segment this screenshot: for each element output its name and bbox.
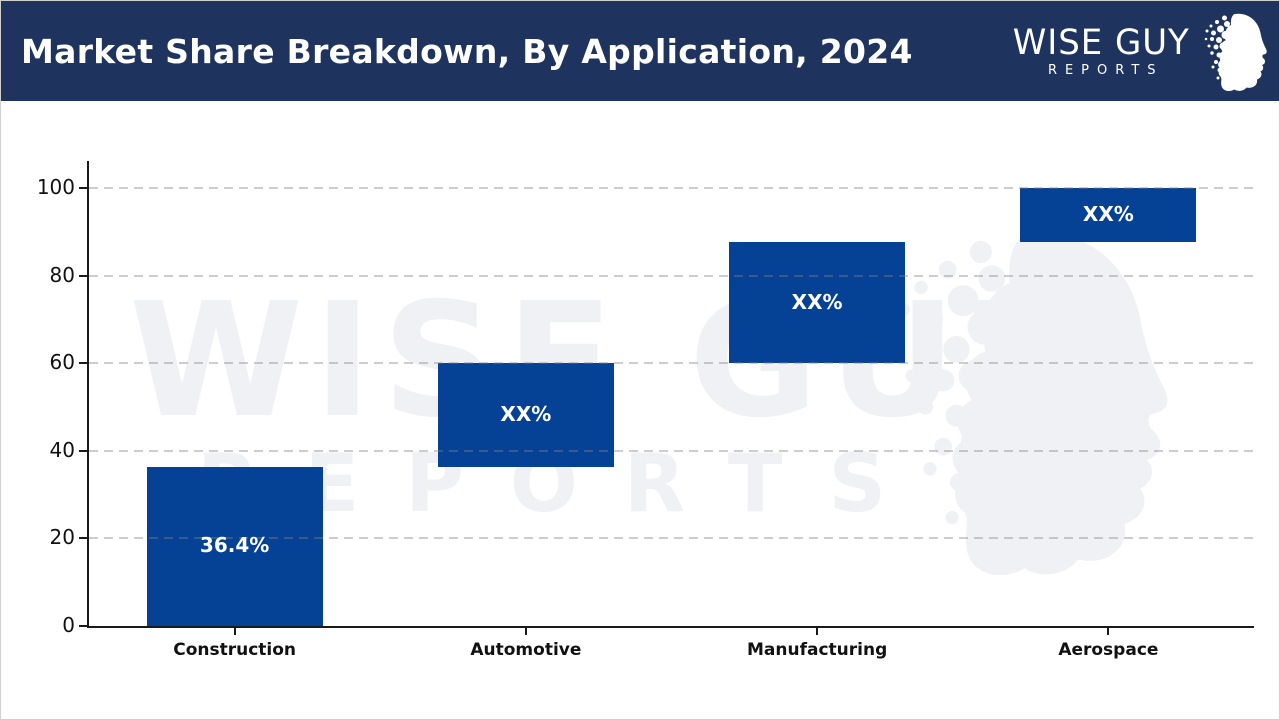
page-title: Market Share Breakdown, By Application, … (21, 31, 913, 71)
x-tick (524, 628, 527, 635)
y-axis (87, 161, 89, 628)
y-tick (79, 625, 87, 627)
y-tick-label: 100 (36, 175, 75, 199)
x-axis-label-aerospace: Aerospace (1058, 640, 1159, 660)
x-axis (87, 626, 1254, 628)
wise-guy-head-icon (1204, 13, 1267, 92)
y-tick-label: 20 (49, 525, 75, 550)
x-tick (1107, 628, 1110, 635)
bar-manufacturing (729, 241, 906, 364)
x-tick (233, 628, 236, 635)
y-tick (79, 187, 87, 189)
gridline (89, 187, 1254, 189)
bar-value-label: XX% (1082, 201, 1134, 226)
bar-construction (146, 466, 323, 626)
x-axis-label-automotive: Automotive (470, 640, 582, 660)
bar-value-label: 36.4% (199, 533, 270, 558)
y-tick-label: 80 (49, 262, 75, 287)
y-tick-label: 0 (62, 613, 75, 637)
bar-value-label: XX% (500, 401, 552, 426)
bar-aerospace (1020, 188, 1197, 242)
x-axis-label-construction: Construction (173, 640, 297, 660)
x-tick (816, 628, 819, 635)
gridline (89, 449, 1254, 452)
y-tick (79, 362, 87, 365)
header: Market Share Breakdown, By Application, … (1, 1, 1279, 101)
gridline (89, 362, 1254, 365)
gridline (89, 537, 1254, 540)
gridline (89, 274, 1254, 277)
logo-subtext: REPORTS (1047, 62, 1164, 78)
y-tick-label: 40 (49, 437, 75, 462)
watermark-head-icon (893, 233, 1168, 575)
y-tick-label: 60 (49, 350, 75, 375)
y-tick (79, 537, 87, 540)
bar-automotive (437, 363, 614, 467)
x-axis-label-manufacturing: Manufacturing (747, 640, 888, 660)
logo-wordmark: WISE GUY (1013, 22, 1191, 63)
y-tick (79, 449, 87, 452)
bar-value-label: XX% (791, 289, 843, 314)
y-tick (79, 274, 87, 277)
wiseguy-logo: WISE GUY REPORTS (1010, 10, 1267, 92)
